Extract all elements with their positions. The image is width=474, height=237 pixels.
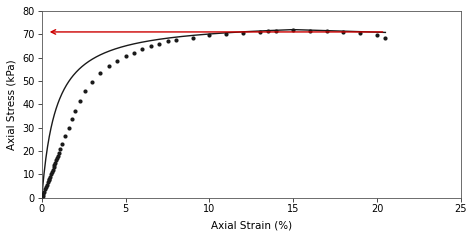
Point: [43, 183, 51, 187]
Point: [54, 154, 62, 157]
Point: [46, 175, 54, 178]
Point: [45, 178, 52, 182]
Point: [51, 163, 58, 167]
Point: [47, 172, 55, 176]
Point: [58, 142, 66, 146]
Point: [82, 90, 89, 93]
Point: [49, 168, 56, 171]
X-axis label: Axial Strain (%): Axial Strain (%): [211, 220, 292, 230]
Point: [122, 55, 129, 58]
Point: [273, 29, 280, 33]
Point: [206, 34, 213, 37]
Point: [264, 29, 272, 33]
Point: [222, 32, 230, 36]
Point: [56, 147, 64, 150]
Point: [41, 190, 48, 194]
Point: [52, 158, 60, 162]
Point: [105, 64, 113, 68]
Point: [340, 30, 347, 34]
Point: [41, 187, 49, 191]
Point: [62, 134, 69, 138]
Point: [97, 71, 104, 75]
Point: [46, 177, 53, 181]
Point: [189, 36, 196, 40]
Point: [306, 29, 314, 33]
Point: [50, 165, 57, 169]
Point: [256, 30, 264, 34]
Point: [239, 31, 247, 35]
Point: [138, 48, 146, 51]
Point: [40, 192, 47, 196]
Point: [48, 170, 55, 174]
Point: [164, 39, 171, 43]
Point: [65, 126, 73, 129]
Point: [68, 118, 76, 121]
Point: [147, 44, 155, 48]
Point: [130, 51, 138, 55]
Point: [172, 38, 180, 42]
Point: [88, 80, 96, 84]
Point: [356, 31, 364, 35]
Point: [52, 161, 59, 164]
Point: [290, 28, 297, 32]
Point: [373, 34, 381, 37]
Point: [55, 151, 63, 155]
Point: [42, 185, 50, 189]
Point: [155, 42, 163, 46]
Point: [72, 109, 79, 113]
Point: [53, 156, 61, 160]
Y-axis label: Axial Stress (kPa): Axial Stress (kPa): [7, 59, 17, 150]
Point: [44, 181, 52, 184]
Point: [113, 59, 121, 63]
Point: [382, 36, 389, 40]
Point: [77, 99, 84, 103]
Point: [323, 30, 330, 33]
Point: [39, 195, 46, 198]
